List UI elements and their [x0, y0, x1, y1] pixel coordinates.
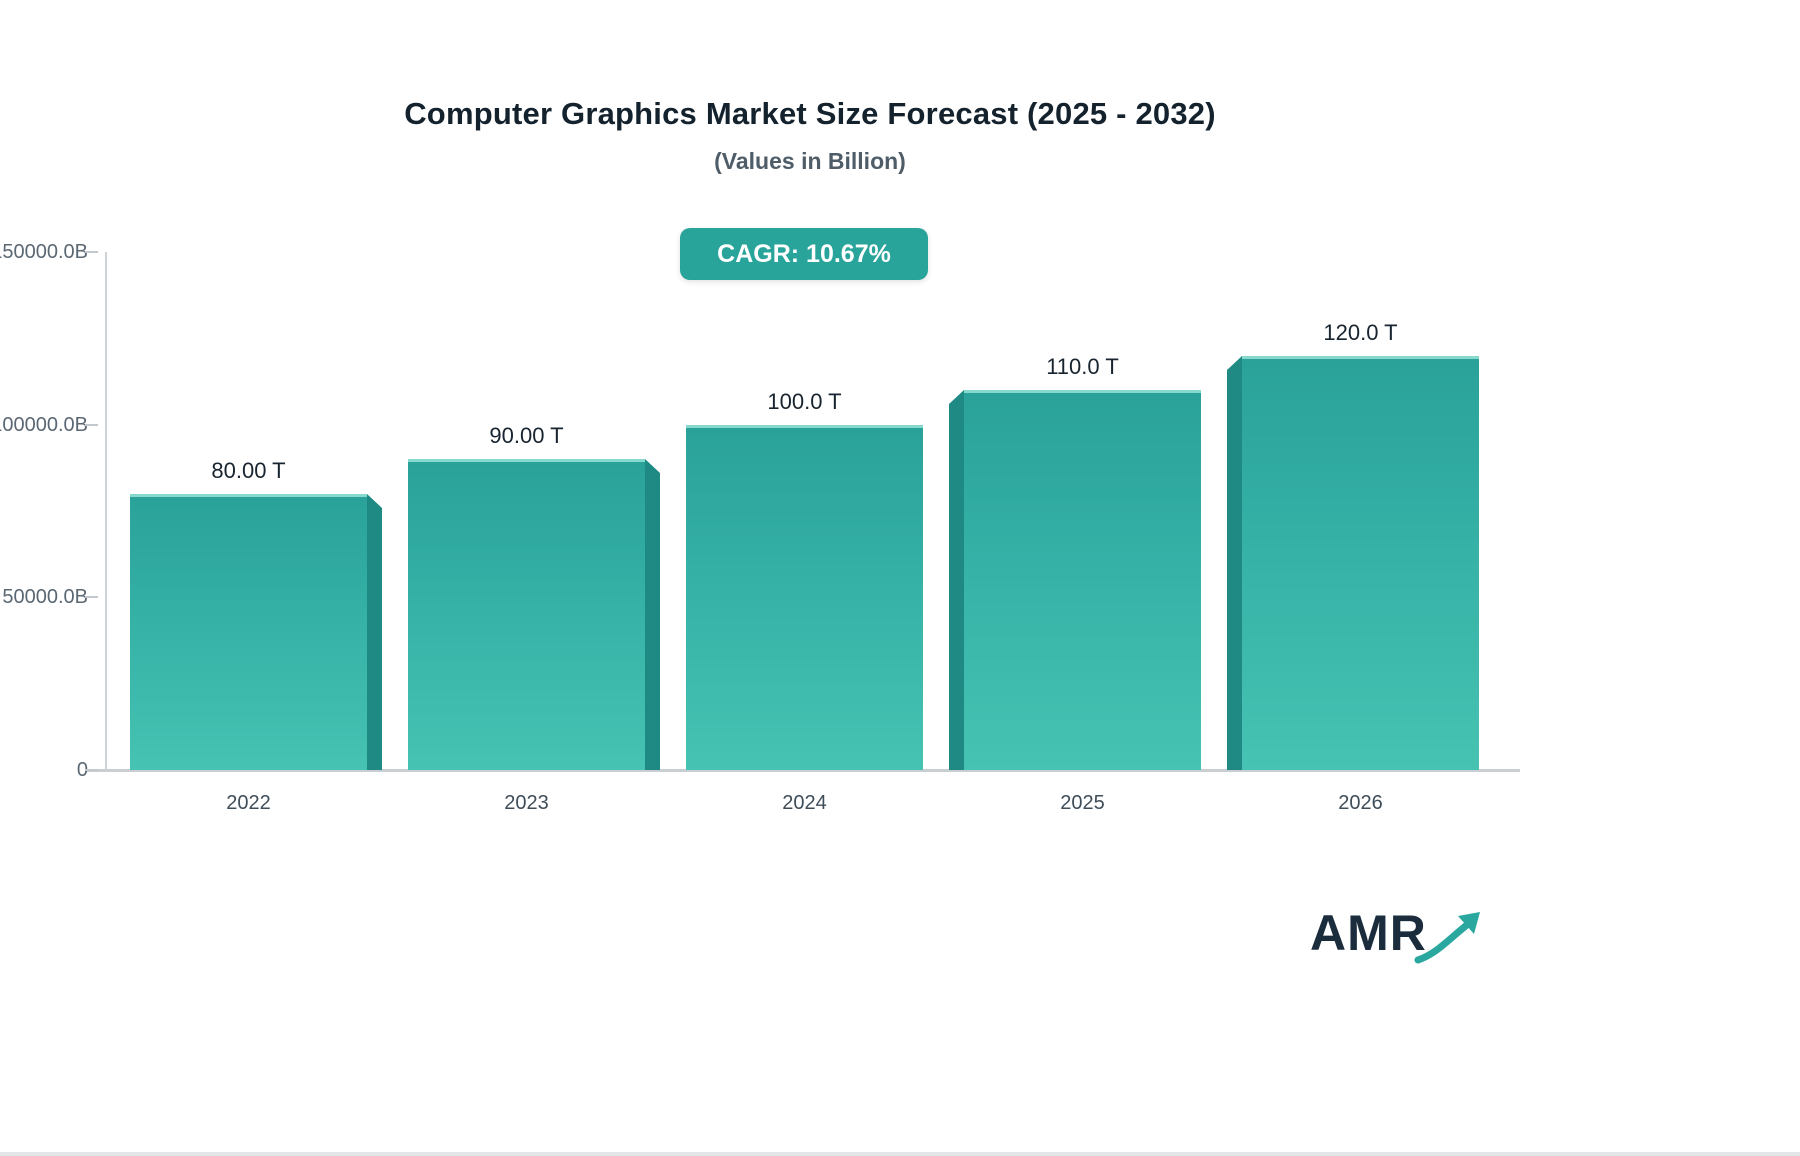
chart-subtitle: (Values in Billion): [714, 148, 906, 174]
bar-2022: 80.00 T: [130, 458, 382, 770]
bar-2026: 120.0 T: [1227, 320, 1479, 770]
y-axis-tick-mark: [85, 423, 98, 426]
bar-2025: 110.0 T: [949, 354, 1201, 770]
x-axis-label-2023: 2023: [504, 792, 549, 814]
y-axis-tick-mark: [85, 596, 98, 599]
bar-body: [964, 390, 1201, 770]
x-axis-label-2022: 2022: [226, 792, 271, 814]
bar-value-label: 80.00 T: [211, 458, 286, 483]
amr-logo-text: AMR: [1310, 905, 1427, 961]
x-axis-label-2026: 2026: [1338, 792, 1383, 814]
amr-logo: AMR: [1310, 904, 1490, 974]
bar-value-label: 100.0 T: [767, 389, 842, 414]
y-axis-tick-label: 0: [76, 759, 88, 781]
bar-value-label: 120.0 T: [1323, 320, 1398, 345]
bar-body: [130, 494, 367, 770]
x-axis-line: [85, 769, 1520, 772]
bar-body: [408, 459, 645, 770]
bar-2023: 90.00 T: [408, 423, 660, 770]
y-axis-tick-label: 50000.0B: [2, 586, 88, 609]
bar-value-label: 110.0 T: [1046, 354, 1119, 379]
bar-body: [686, 425, 923, 770]
bar-body: [1242, 356, 1479, 770]
y-axis-tick-mark: [85, 769, 98, 771]
bar-3d-side: [1227, 356, 1242, 770]
bar-3d-side: [367, 494, 382, 770]
chart-title: Computer Graphics Market Size Forecast (…: [404, 96, 1216, 131]
x-axis-label-2024: 2024: [782, 792, 827, 814]
bar-3d-side: [645, 459, 660, 770]
cagr-badge: CAGR: 10.67%: [680, 228, 928, 280]
y-axis-line: [105, 252, 107, 770]
y-axis-tick-label: 100000.0B: [0, 413, 88, 436]
x-axis-label-2025: 2025: [1060, 792, 1105, 814]
bar-3d-side: [949, 390, 964, 770]
y-axis-tick-label: 150000.0B: [0, 241, 88, 263]
bar-2024: 100.0 T: [686, 389, 923, 770]
logo-growth-arrow-icon: [1414, 912, 1480, 964]
page-bottom-edge: [0, 1152, 1800, 1156]
bar-value-label: 90.00 T: [489, 423, 564, 448]
plot-area: 0 50000.0B 100000.0B 150000.0B 80.00 T 2022 90…: [0, 241, 1520, 814]
y-axis-tick-mark: [85, 251, 98, 253]
